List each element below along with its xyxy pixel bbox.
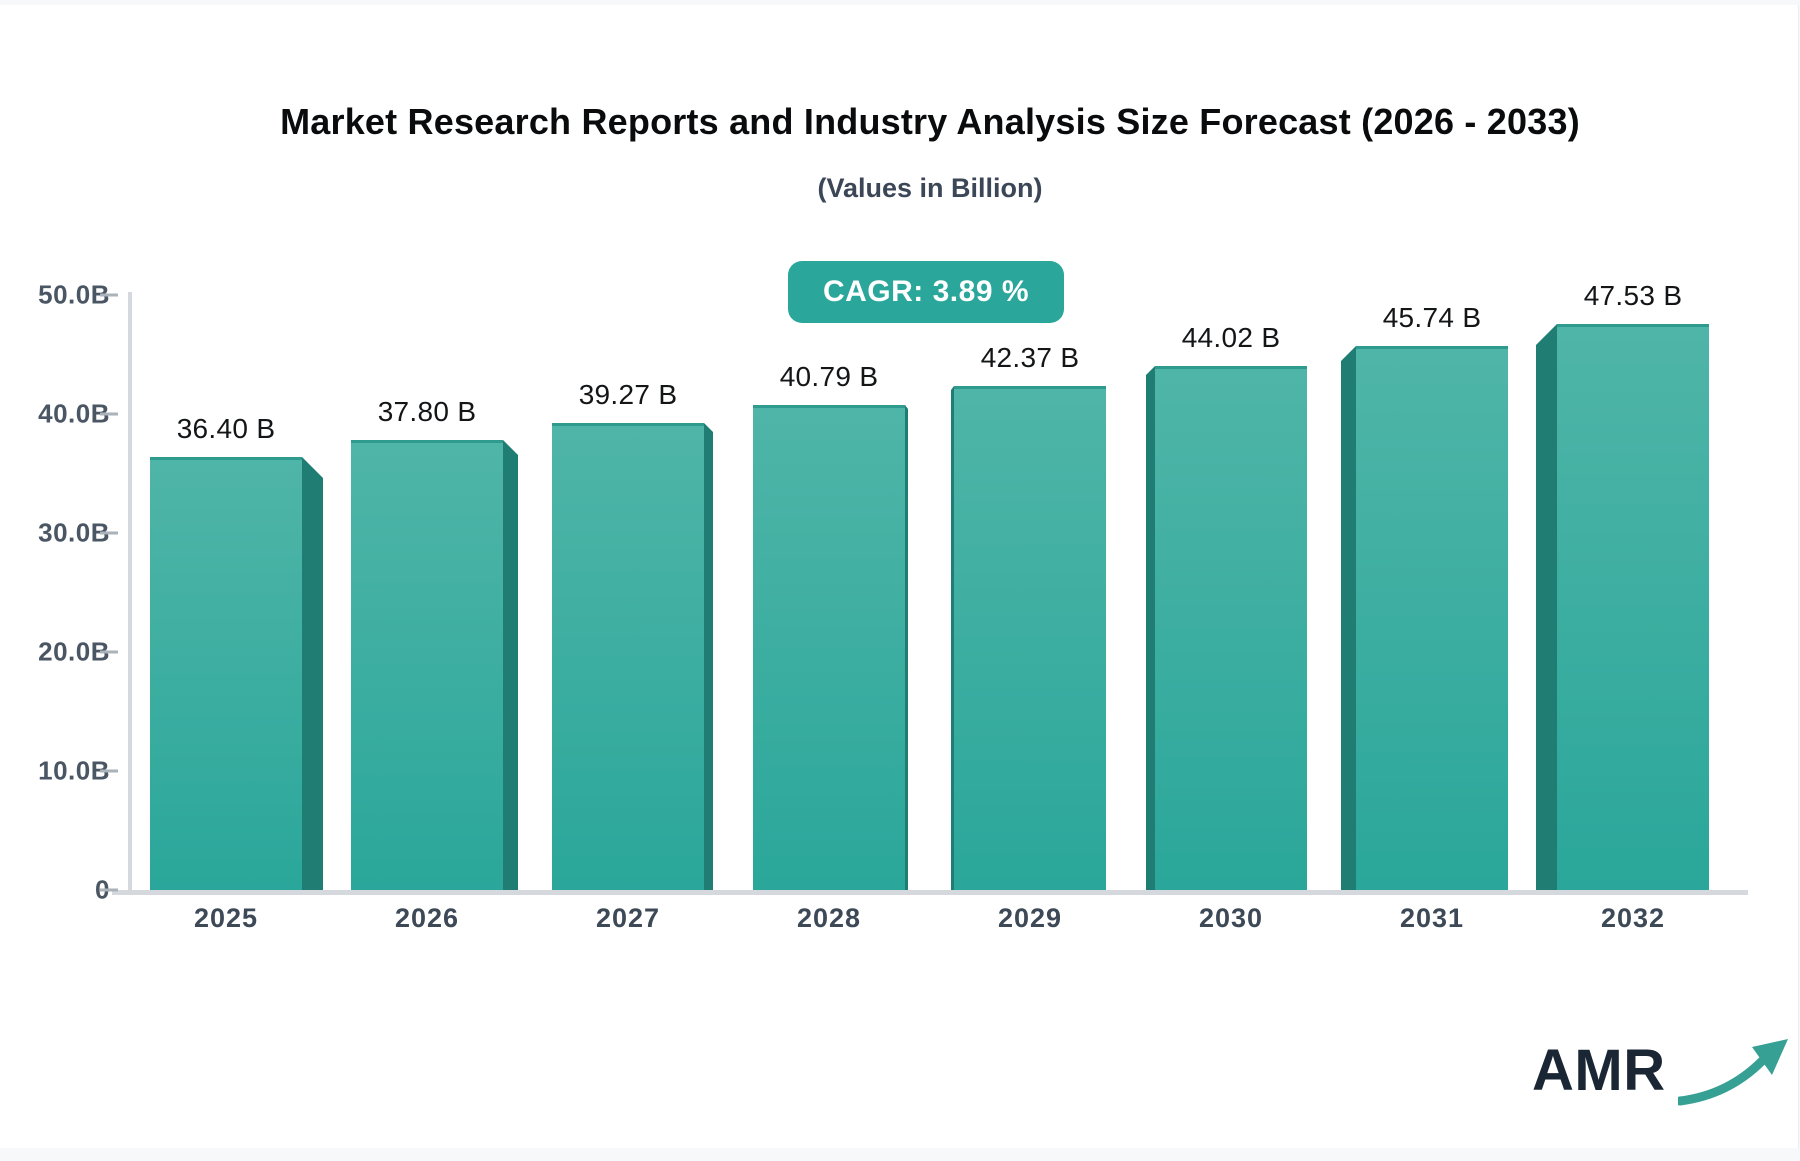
- bar-side-face: [951, 386, 954, 890]
- amr-logo-text: AMR: [1532, 1038, 1666, 1103]
- bar-side-face: [1341, 346, 1356, 890]
- cagr-badge-label: CAGR: 3.89 %: [822, 275, 1030, 308]
- bar-2026: 37.80 B: [351, 396, 518, 890]
- bar-value-label: 40.79 B: [779, 361, 879, 392]
- bar-face: [1356, 346, 1508, 890]
- bar-2025: 36.40 B: [150, 413, 323, 890]
- x-tick-label: 2025: [193, 903, 259, 933]
- bar-2031: 45.74 B: [1341, 302, 1508, 890]
- y-tick-mark: [100, 888, 118, 892]
- chart-subtitle: (Values in Billion): [817, 173, 1043, 203]
- bar-face: [552, 423, 704, 890]
- bar-face: [753, 405, 905, 890]
- bar-value-label: 42.37 B: [980, 342, 1080, 373]
- x-tick-label: 2031: [1399, 903, 1465, 933]
- x-axis-line: [112, 890, 1748, 895]
- bar-side-face: [302, 457, 323, 890]
- bar-value-label: 44.02 B: [1181, 322, 1281, 353]
- bar-side-face: [905, 405, 908, 890]
- y-tick-label: 20.0B: [38, 636, 110, 667]
- y-tick-mark: [100, 650, 118, 654]
- bar-2030: 44.02 B: [1146, 322, 1307, 890]
- x-tick-label: 2032: [1600, 903, 1666, 933]
- amr-logo: AMR: [1520, 1035, 1788, 1125]
- y-tick-mark: [100, 531, 118, 535]
- bar-2028: 40.79 B: [753, 361, 908, 890]
- bar-face: [1557, 324, 1709, 890]
- y-tick-mark: [100, 412, 118, 416]
- y-tick-label: 40.0B: [38, 398, 110, 429]
- x-tick-label: 2030: [1198, 903, 1264, 933]
- bar-value-label: 37.80 B: [377, 396, 477, 427]
- x-tick-label: 2029: [997, 903, 1063, 933]
- y-tick-mark: [100, 293, 118, 297]
- plot-area: 50.0B 40.0B 30.0B 20.0B 10.0B 0 36.40 B 2025 37.…: [0, 5, 1800, 1161]
- growth-arrow-icon: [1678, 1039, 1788, 1106]
- x-tick-label: 2027: [595, 903, 661, 933]
- y-tick-label: 50.0B: [38, 279, 110, 310]
- bar-value-label: 36.40 B: [176, 413, 276, 444]
- x-tick-label: 2026: [394, 903, 460, 933]
- bar-2029: 42.37 B: [951, 342, 1106, 890]
- bar-side-face: [1536, 324, 1557, 890]
- y-tick-mark: [100, 769, 118, 773]
- bar-value-label: 45.74 B: [1382, 302, 1482, 333]
- y-axis-line: [128, 292, 132, 893]
- x-tick-label: 2028: [796, 903, 862, 933]
- chart-card: Market Research Reports and Industry Ana…: [0, 5, 1799, 1148]
- y-tick-label: 10.0B: [38, 755, 110, 786]
- bar-2027: 39.27 B: [552, 379, 713, 890]
- bar-face: [351, 440, 503, 890]
- chart-title: Market Research Reports and Industry Ana…: [280, 101, 1580, 142]
- bar-side-face: [704, 423, 713, 890]
- y-tick-label: 0: [15, 875, 110, 906]
- bar-value-label: 47.53 B: [1583, 280, 1683, 311]
- bar-2032: 47.53 B: [1536, 280, 1709, 890]
- cagr-badge: CAGR: 3.89 %: [788, 261, 1064, 323]
- bar-value-label: 39.27 B: [578, 379, 678, 410]
- bar-side-face: [1146, 366, 1155, 890]
- bar-face: [954, 386, 1106, 890]
- bar-face: [1155, 366, 1307, 890]
- bar-side-face: [503, 440, 518, 890]
- bar-face: [150, 457, 302, 890]
- y-tick-label: 30.0B: [38, 517, 110, 548]
